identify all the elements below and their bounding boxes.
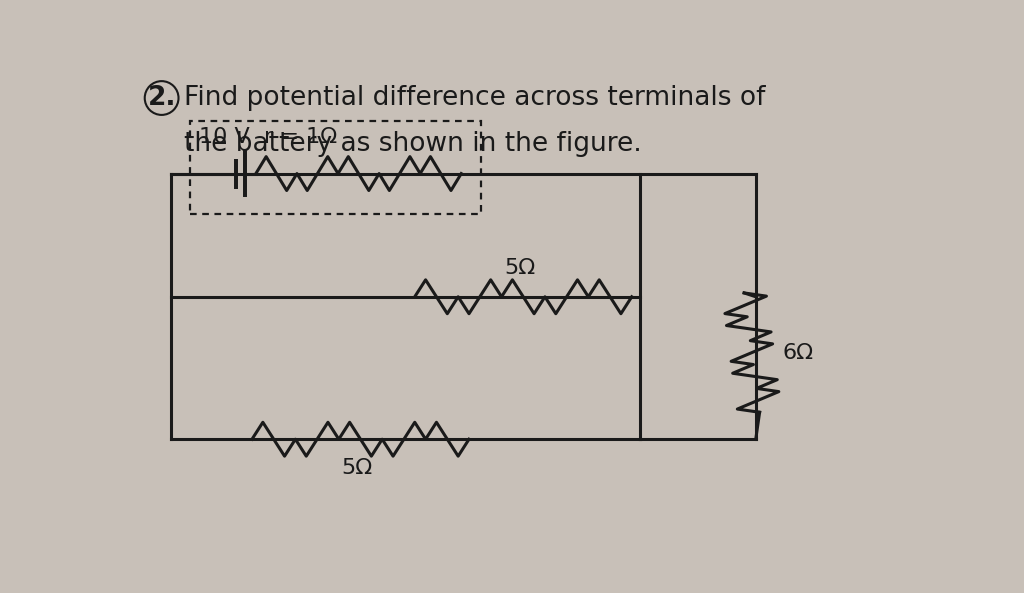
- Text: 5Ω: 5Ω: [504, 258, 536, 278]
- Bar: [190, 121, 480, 213]
- Text: 6Ω: 6Ω: [783, 343, 814, 362]
- Text: 2.: 2.: [147, 85, 176, 111]
- Text: Find potential difference across terminals of: Find potential difference across termina…: [183, 85, 765, 111]
- Text: 5Ω: 5Ω: [341, 458, 373, 478]
- Text: 10 V  r = 1Ω: 10 V r = 1Ω: [200, 127, 338, 148]
- Text: the battery as shown in the figure.: the battery as shown in the figure.: [183, 131, 642, 157]
